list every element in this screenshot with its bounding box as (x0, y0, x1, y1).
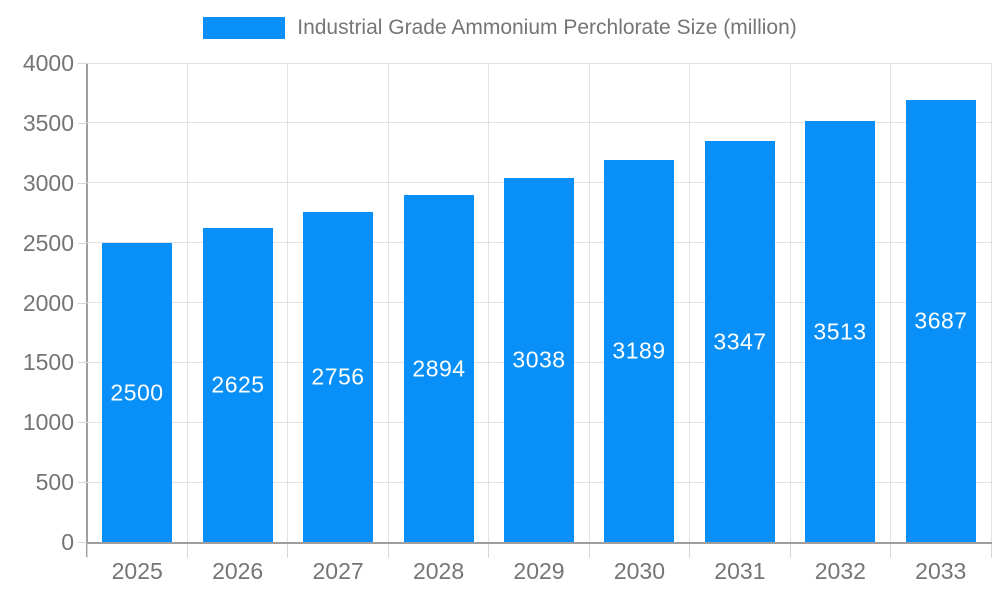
y-axis-label: 1500 (22, 349, 74, 376)
x-axis-tick (789, 544, 791, 558)
x-axis-label: 2029 (513, 558, 565, 584)
gridline-vertical (488, 63, 490, 542)
y-axis-tick (78, 482, 87, 484)
x-axis-tick (588, 544, 590, 558)
x-axis-tick (990, 544, 992, 558)
y-axis-label: 3500 (22, 109, 74, 136)
bar-value-label: 3038 (512, 346, 566, 373)
gridline-vertical (387, 63, 389, 542)
bar-value-label: 2500 (110, 379, 164, 405)
x-axis-tick (86, 544, 88, 558)
x-axis-label: 2031 (714, 558, 766, 584)
bar-value-label: 2625 (211, 371, 265, 398)
y-axis-tick (78, 302, 87, 304)
bar-value-label: 3189 (612, 337, 666, 364)
bar[interactable]: 3687 (906, 100, 976, 542)
y-axis-label: 500 (35, 469, 74, 496)
y-axis-tick (78, 422, 87, 424)
y-axis-tick (78, 242, 87, 244)
bar-value-label: 2894 (412, 355, 466, 381)
y-axis-label: 1000 (22, 409, 74, 436)
gridline-horizontal (87, 62, 991, 64)
gridline-vertical (890, 63, 892, 542)
gridline-vertical (990, 63, 992, 542)
y-axis-label: 2500 (22, 229, 74, 256)
x-axis-tick (387, 544, 389, 558)
y-axis-tick (78, 542, 87, 543)
bar[interactable]: 2756 (303, 212, 373, 542)
x-axis-tick (287, 544, 289, 558)
x-axis-tick (186, 544, 188, 558)
x-axis-line (86, 542, 992, 544)
x-axis-label: 2027 (312, 558, 364, 584)
bar[interactable]: 2625 (203, 228, 273, 542)
y-axis-label: 0 (61, 529, 74, 555)
x-axis-label: 2032 (814, 558, 866, 584)
bar[interactable]: 3189 (604, 160, 674, 542)
x-axis-label: 2030 (613, 558, 666, 584)
legend-label: Industrial Grade Ammonium Perchlorate Si… (297, 16, 797, 39)
x-axis-label: 2033 (915, 558, 967, 584)
bar-value-label: 2756 (311, 363, 365, 390)
gridline-vertical (789, 63, 791, 542)
x-axis-label: 2028 (412, 558, 465, 584)
y-axis-tick (78, 182, 87, 184)
bar-value-label: 3513 (813, 318, 867, 344)
x-axis-tick (689, 544, 691, 558)
bar[interactable]: 2500 (102, 243, 172, 542)
bar-value-label: 3347 (713, 328, 767, 354)
y-axis-line (86, 63, 88, 557)
gridline-vertical (689, 63, 691, 542)
bar[interactable]: 3347 (705, 141, 775, 542)
y-axis-tick (78, 63, 87, 64)
bar[interactable]: 3513 (805, 121, 875, 542)
x-axis-tick (488, 544, 490, 558)
y-axis-tick (78, 122, 87, 124)
legend[interactable]: Industrial Grade Ammonium Perchlorate Si… (0, 16, 1000, 40)
gridline-vertical (588, 63, 590, 542)
bar-value-label: 3687 (914, 307, 968, 334)
x-axis-label: 2026 (212, 558, 264, 584)
x-axis-tick (890, 544, 892, 558)
gridline-vertical (186, 63, 188, 542)
x-axis-label: 2025 (111, 558, 163, 584)
bar[interactable]: 3038 (504, 178, 574, 542)
y-axis-tick (78, 362, 87, 364)
gridline-horizontal (87, 122, 991, 124)
y-axis-label: 3000 (22, 169, 74, 196)
y-axis-label: 2000 (22, 289, 74, 316)
legend-swatch (203, 17, 286, 39)
y-axis-label: 4000 (22, 50, 74, 76)
gridline-vertical (287, 63, 289, 542)
bar[interactable]: 2894 (404, 195, 474, 542)
plot-area: 2500 2625 2756 2894 3038 3189 3347 3513 3687 (87, 62, 992, 542)
